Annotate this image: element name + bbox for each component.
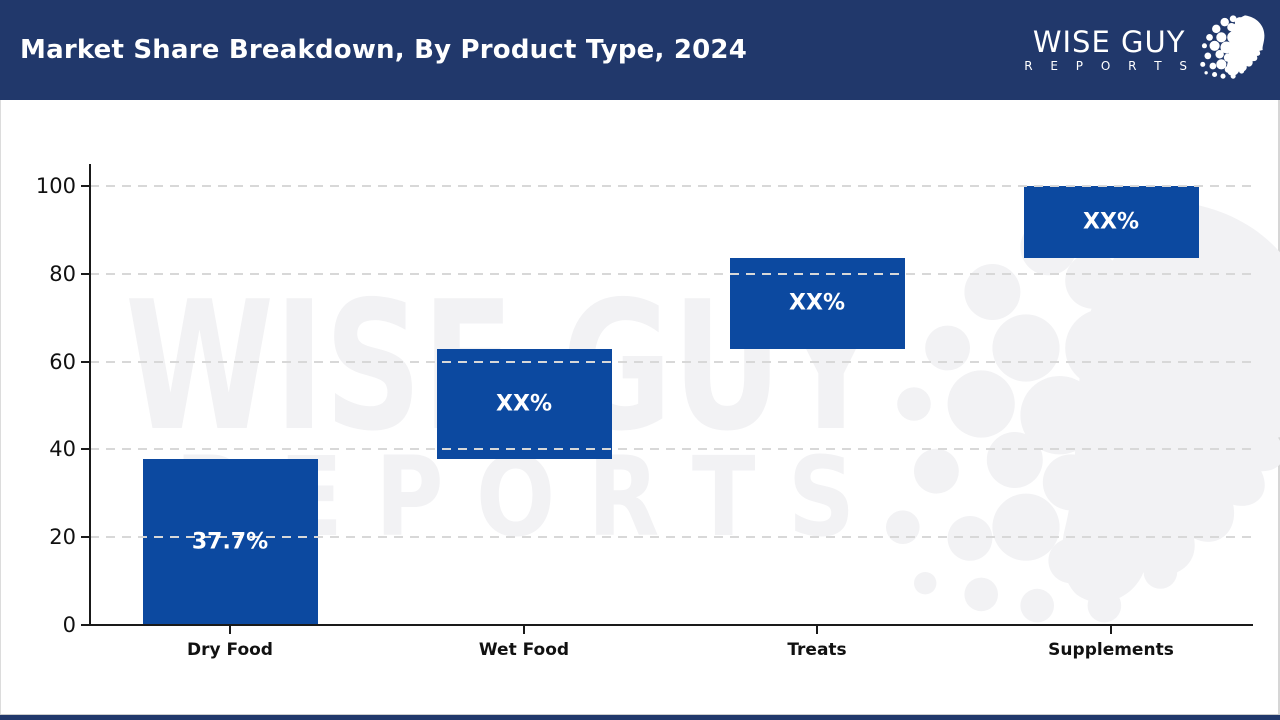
logo-wordmark: WISE GUY — [1032, 25, 1186, 59]
bar-value-label-dry-food: 37.7% — [191, 529, 269, 555]
y-tick-label-100: 100 — [35, 174, 76, 198]
gridline-40 — [90, 448, 1253, 451]
x-tick-label-wet-food: Wet Food — [478, 640, 570, 660]
y-tick-label-0: 0 — [62, 613, 76, 637]
x-tick-treats — [816, 626, 818, 634]
x-tick-dry-food — [229, 626, 231, 634]
y-axis-spine — [89, 164, 91, 626]
x-tick-label-supplements: Supplements — [1048, 640, 1174, 660]
x-tick-supplements — [1110, 626, 1112, 634]
page-title: Market Share Breakdown, By Product Type,… — [20, 35, 747, 65]
y-tick-label-40: 40 — [49, 437, 76, 462]
bar-value-label-supplements: XX% — [1083, 209, 1139, 235]
header: Market Share Breakdown, By Product Type,… — [0, 0, 1280, 100]
logo-text: WISE GUY R E P O R T S — [1024, 27, 1194, 73]
y-tick-100 — [81, 185, 90, 187]
bar-value-label-treats: XX% — [789, 290, 845, 316]
bar-dry-food — [142, 459, 318, 625]
y-tick-0 — [81, 624, 90, 626]
gridline-80 — [90, 272, 1253, 275]
y-tick-20 — [81, 536, 90, 539]
x-tick-wet-food — [523, 626, 525, 634]
y-tick-label-60: 60 — [49, 349, 76, 374]
bar-value-label-wet-food: XX% — [496, 391, 552, 417]
y-tick-label-20: 20 — [49, 525, 76, 550]
wise-guy-logo: WISE GUY R E P O R T S — [1024, 9, 1272, 91]
footer-bar — [0, 714, 1280, 720]
gridline-20 — [90, 536, 1253, 539]
x-axis-spine — [89, 624, 1253, 626]
gridline-60 — [90, 360, 1253, 363]
logo-subtext: R E P O R T S — [1024, 59, 1194, 73]
y-tick-60 — [81, 360, 90, 363]
x-tick-label-dry-food: Dry Food — [187, 640, 273, 660]
y-tick-40 — [81, 448, 90, 451]
x-tick-label-treats: Treats — [787, 640, 847, 660]
bar-wet-food — [436, 349, 612, 460]
y-tick-80 — [81, 272, 90, 275]
logo-head-icon — [1200, 15, 1265, 79]
gridline-100 — [90, 185, 1253, 187]
y-tick-label-80: 80 — [49, 261, 76, 286]
